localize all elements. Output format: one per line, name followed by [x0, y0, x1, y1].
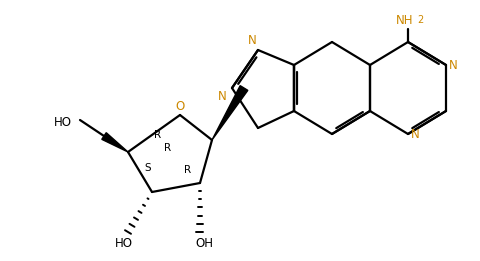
Text: R: R — [164, 143, 171, 153]
Polygon shape — [212, 86, 247, 140]
Text: N: N — [247, 33, 256, 46]
Text: N: N — [448, 58, 456, 72]
Text: O: O — [175, 100, 184, 114]
Text: OH: OH — [194, 238, 213, 251]
Text: N: N — [410, 128, 419, 140]
Text: HO: HO — [115, 238, 133, 251]
Text: R: R — [184, 165, 191, 175]
Text: N: N — [217, 90, 226, 103]
Polygon shape — [102, 133, 128, 152]
Text: S: S — [144, 163, 151, 173]
Text: NH: NH — [396, 14, 413, 27]
Text: HO: HO — [54, 116, 72, 128]
Text: R: R — [154, 130, 161, 140]
Text: 2: 2 — [416, 15, 422, 25]
